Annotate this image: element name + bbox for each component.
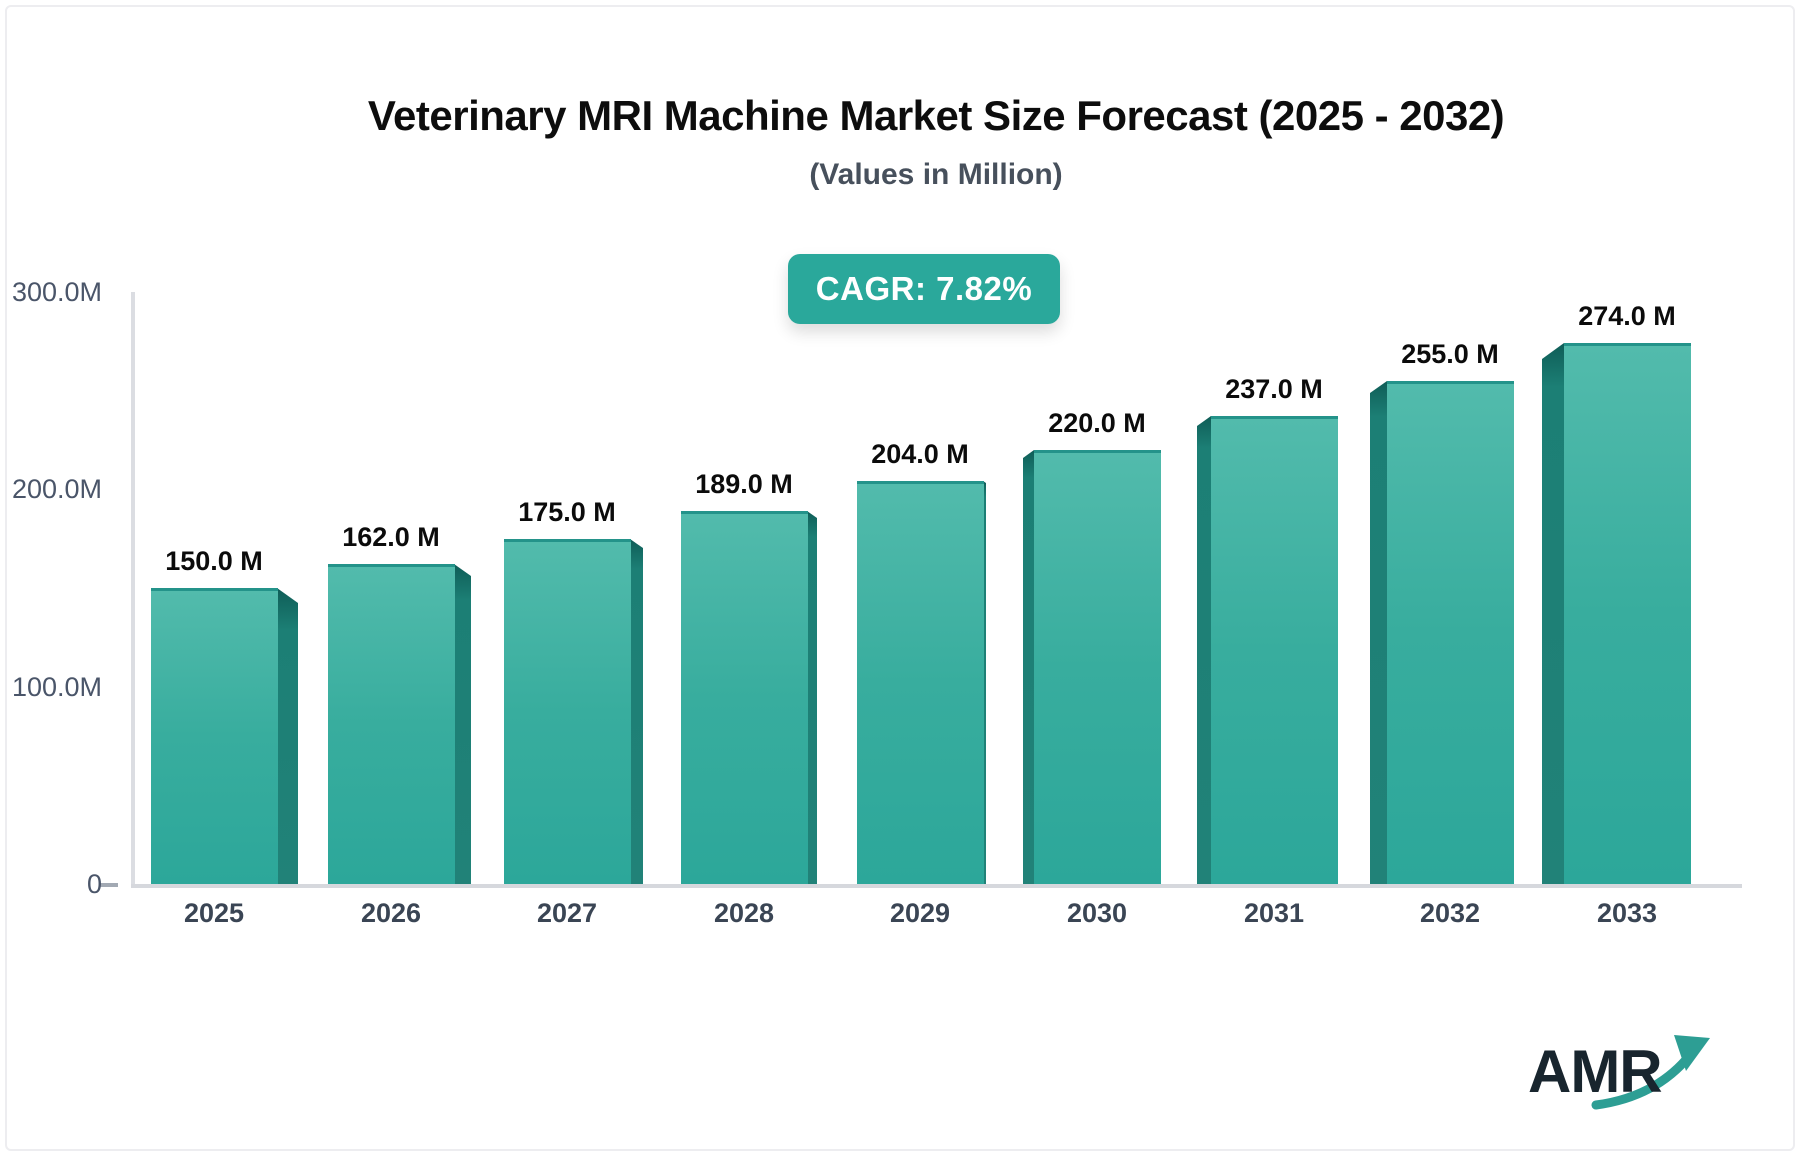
bar [857, 481, 984, 884]
bar [1034, 450, 1161, 884]
y-axis-label: 0 [86, 869, 102, 899]
bar-3d-side [1197, 416, 1211, 884]
cagr-badge-label: CAGR: 7.82% [815, 270, 1033, 307]
bar-3d-side [454, 564, 471, 884]
trend-arrow-icon [1591, 1035, 1710, 1110]
bar-3d-side [630, 539, 643, 884]
y-axis-label: 300.0M [11, 277, 102, 307]
bar [504, 539, 631, 884]
amr-logo: AMR [1528, 1025, 1748, 1135]
x-axis-label: 2028 [713, 898, 775, 928]
y-axis-line [131, 292, 135, 884]
chart-title: Veterinary MRI Machine Market Size Forec… [367, 92, 1505, 139]
x-axis-label: 2025 [183, 898, 245, 928]
bar-value-label: 274.0 M [1578, 301, 1676, 331]
x-axis-label: 2032 [1419, 898, 1481, 928]
bar-3d-side [277, 588, 298, 884]
amr-logo-text: AMR [1528, 1038, 1663, 1105]
chart-subtitle: (Values in Million) [809, 158, 1063, 191]
y-axis-label: 100.0M [11, 672, 102, 702]
bar-value-label: 220.0 M [1048, 408, 1146, 438]
cagr-badge: CAGR: 7.82% [788, 254, 1060, 324]
bar-3d-side [983, 481, 986, 884]
bar [151, 588, 278, 884]
bar [1564, 343, 1691, 884]
y-axis-label: 200.0M [11, 474, 102, 504]
bar-3d-side [1542, 343, 1564, 884]
bar-3d-side [807, 511, 817, 884]
bar-value-label: 237.0 M [1225, 374, 1323, 404]
zero-tick-mark [100, 883, 118, 887]
x-axis-label: 2026 [360, 898, 422, 928]
bar-value-label: 189.0 M [695, 469, 793, 499]
x-axis-label: 2031 [1243, 898, 1305, 928]
bar [681, 511, 808, 884]
x-axis-line [131, 884, 1742, 888]
bar [328, 564, 455, 884]
bar-3d-side [1370, 381, 1387, 884]
x-axis-label: 2027 [536, 898, 598, 928]
bar-value-label: 162.0 M [342, 522, 440, 552]
bar [1387, 381, 1514, 884]
bar-3d-side [1023, 450, 1034, 884]
bar-value-label: 204.0 M [871, 439, 969, 469]
x-axis-label: 2029 [889, 898, 951, 928]
bar-value-label: 175.0 M [518, 497, 616, 527]
x-axis-label: 2033 [1596, 898, 1658, 928]
bar-value-label: 150.0 M [165, 546, 263, 576]
bar [1211, 416, 1338, 884]
bar-value-label: 255.0 M [1401, 339, 1499, 369]
x-axis-label: 2030 [1066, 898, 1128, 928]
